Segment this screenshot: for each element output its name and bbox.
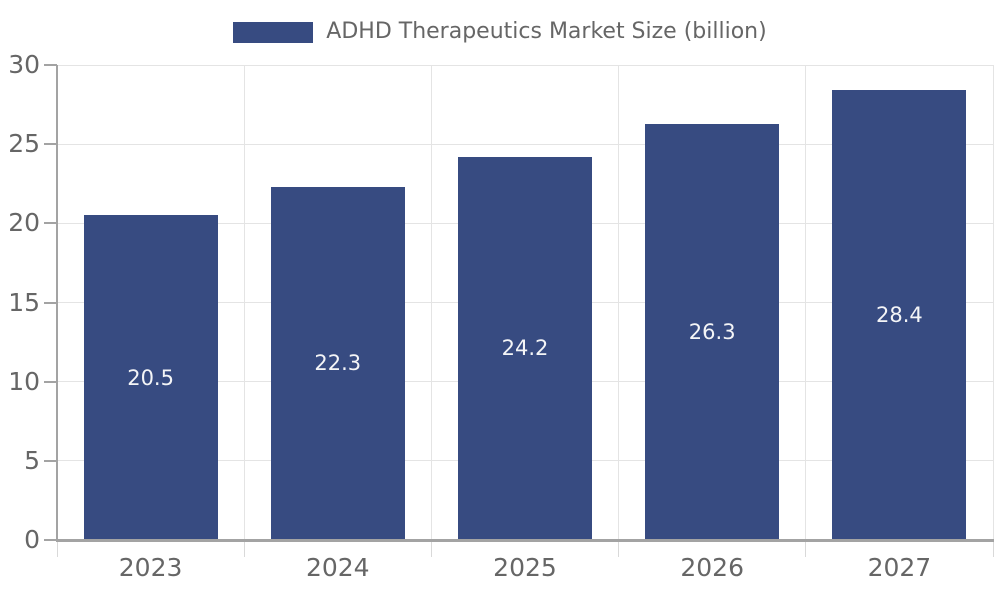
bar[interactable]: 24.2 xyxy=(458,156,592,540)
legend-label: ADHD Therapeutics Market Size (billion) xyxy=(326,19,767,44)
y-tick-label: 30 xyxy=(8,50,40,79)
y-tick-label: 25 xyxy=(8,129,40,159)
bar[interactable]: 26.3 xyxy=(645,123,780,540)
y-tick-mark xyxy=(44,459,57,462)
x-tick-label: 2027 xyxy=(867,553,932,582)
y-tick-mark xyxy=(44,380,57,383)
y-axis-line xyxy=(56,65,58,540)
x-tick-label: 2026 xyxy=(680,553,744,582)
x-axis-line xyxy=(56,539,994,542)
y-tick-mark xyxy=(44,222,57,225)
gridline-vertical xyxy=(805,65,807,540)
x-tick-label: 2023 xyxy=(118,553,183,582)
y-tick-mark xyxy=(44,539,57,541)
gridline-vertical xyxy=(992,65,994,540)
x-tick-mark xyxy=(56,540,58,557)
y-tick-label: 15 xyxy=(8,287,40,317)
bar[interactable]: 28.4 xyxy=(832,90,967,540)
legend-swatch xyxy=(233,21,314,43)
x-tick-mark xyxy=(243,540,245,557)
x-tick-mark xyxy=(618,540,620,557)
x-tick-mark xyxy=(992,540,994,557)
gridline-vertical xyxy=(618,65,620,540)
x-tick-mark xyxy=(430,540,432,557)
y-tick-label: 20 xyxy=(8,208,40,238)
bar-value-label: 22.3 xyxy=(314,351,362,376)
bar-value-label: 24.2 xyxy=(501,336,549,361)
y-tick-label: 10 xyxy=(8,366,40,396)
bar[interactable]: 22.3 xyxy=(270,186,405,540)
y-tick-mark xyxy=(44,143,57,146)
x-tick-label: 2025 xyxy=(493,553,557,582)
bar[interactable]: 20.5 xyxy=(83,215,218,540)
x-tick-label: 2024 xyxy=(305,553,370,582)
x-tick-mark xyxy=(805,540,807,557)
bar-value-label: 28.4 xyxy=(876,303,923,328)
gridline-horizontal xyxy=(57,64,993,66)
bar-value-label: 26.3 xyxy=(688,319,736,344)
y-tick-mark xyxy=(44,64,57,66)
y-tick-label: 5 xyxy=(24,445,40,475)
bar-value-label: 20.5 xyxy=(127,365,174,390)
y-tick-mark xyxy=(44,301,57,304)
gridline-horizontal xyxy=(57,143,993,145)
gridline-vertical xyxy=(243,65,245,540)
gridline-vertical xyxy=(430,65,432,540)
y-tick-label: 0 xyxy=(24,525,40,554)
legend[interactable]: ADHD Therapeutics Market Size (billion) xyxy=(0,16,1000,48)
